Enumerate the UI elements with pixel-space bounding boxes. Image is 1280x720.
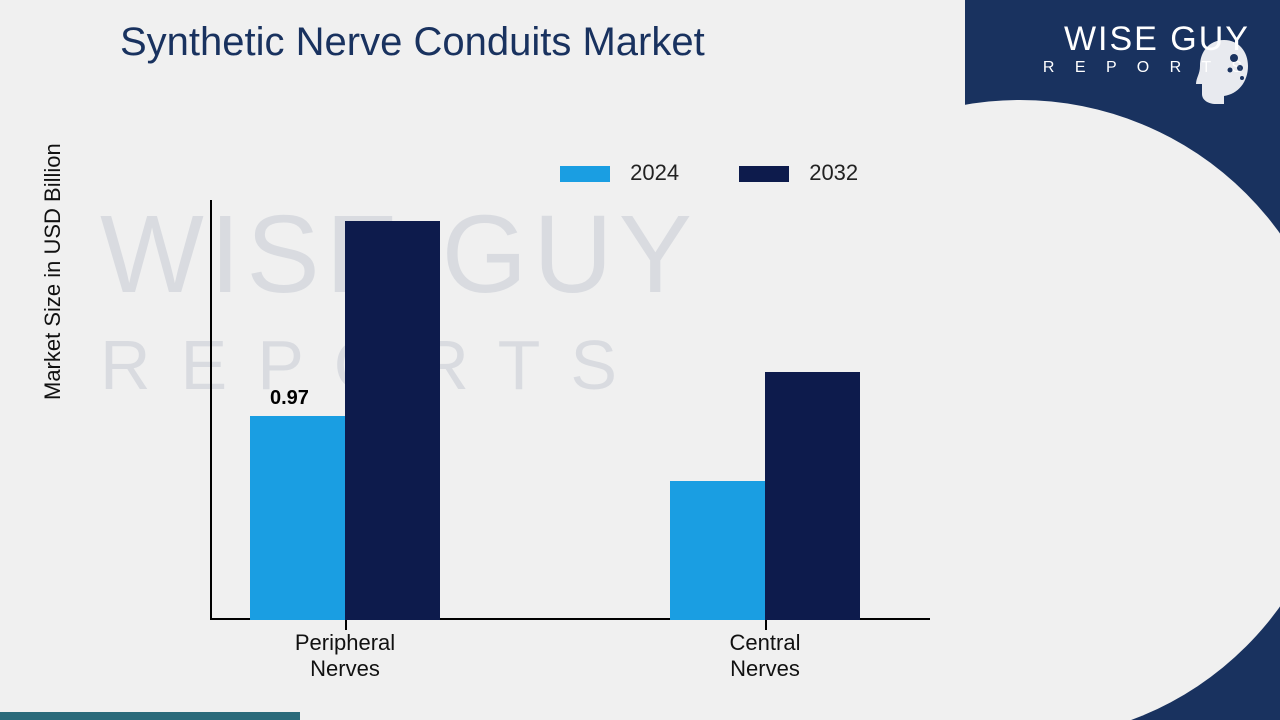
legend-item-2032: 2032 (739, 160, 858, 186)
category-label-central: Central Nerves (665, 630, 865, 683)
bar-group-central (670, 372, 860, 620)
legend-swatch-2032 (739, 166, 789, 182)
plot-area: 0.97 Peripheral Nerves Central Nerves (210, 200, 930, 620)
legend-label-2024: 2024 (630, 160, 679, 185)
legend: 2024 2032 (560, 160, 858, 186)
x-tick-peripheral (345, 620, 347, 630)
y-axis-label: Market Size in USD Billion (40, 143, 66, 400)
category-label-peripheral: Peripheral Nerves (245, 630, 445, 683)
x-tick-central (765, 620, 767, 630)
bar-peripheral-2024 (250, 416, 345, 620)
bar-peripheral-2032 (345, 221, 440, 620)
value-label-peripheral-2024: 0.97 (270, 387, 309, 410)
legend-swatch-2024 (560, 166, 610, 182)
right-sidebar: WISE GUY R E P O R T S (965, 0, 1280, 720)
y-axis-line (210, 200, 212, 620)
bar-central-2024 (670, 481, 765, 620)
legend-label-2032: 2032 (809, 160, 858, 185)
bar-central-2032 (765, 372, 860, 620)
brand-logo: WISE GUY R E P O R T S (1043, 20, 1250, 77)
chart-title: Synthetic Nerve Conduits Market (120, 20, 705, 65)
head-silhouette-icon (1194, 38, 1254, 108)
legend-item-2024: 2024 (560, 160, 679, 186)
bar-group-peripheral (250, 221, 440, 620)
page-root: WISE GUY REPORTS WISE GUY R E P O R T S … (0, 0, 1280, 720)
bottom-accent-bar (0, 712, 300, 720)
